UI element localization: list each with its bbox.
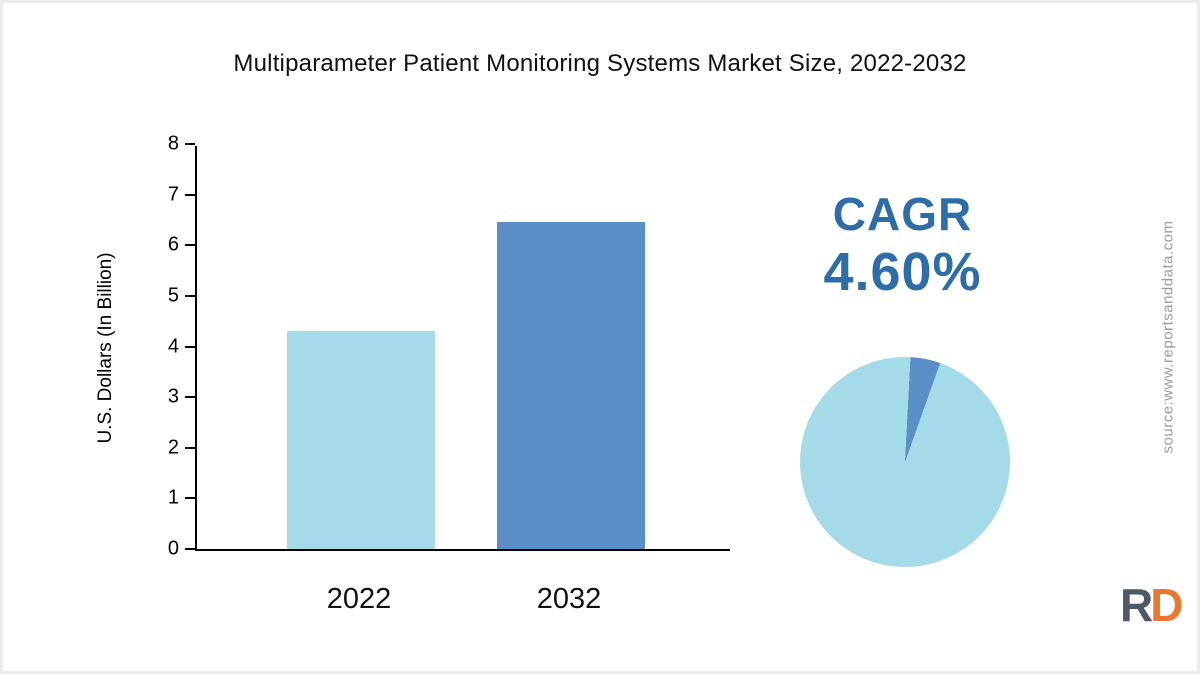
bar-2022: [287, 331, 435, 549]
y-axis-label: U.S. Dollars (In Billion): [95, 252, 116, 444]
y-tick-label: 3: [167, 385, 179, 408]
chart-title: Multiparameter Patient Monitoring System…: [233, 50, 967, 77]
y-tick-8: 8: [168, 133, 195, 155]
cagr-value: 4.60%: [823, 241, 982, 302]
x-axis-labels: 2022 2032: [195, 583, 730, 623]
y-tick-1: 1: [168, 487, 195, 509]
y-tick-4: 4: [168, 335, 195, 357]
y-tick-5: 5: [168, 284, 195, 306]
y-tick-label: 5: [167, 284, 179, 307]
y-tick-label: 0: [167, 537, 179, 560]
y-tick-label: 1: [167, 486, 179, 509]
logo-letter-d: D: [1150, 579, 1183, 631]
y-tick-2: 2: [168, 436, 195, 458]
x-label-2022: 2022: [326, 583, 392, 615]
bar-chart-plot-area: 0 1 2 3 4 5 6 7 8: [168, 133, 730, 560]
cagr-label: CAGR: [832, 188, 973, 240]
y-tick-7: 7: [168, 183, 195, 205]
y-tick-label: 7: [167, 183, 179, 206]
y-tick-6: 6: [168, 234, 195, 256]
source-text: source:www.reportsanddata.com: [1159, 220, 1177, 454]
cagr-block: CAGR 4.60%: [790, 188, 1015, 303]
y-tick-label: 8: [167, 132, 179, 155]
y-tick-3: 3: [168, 386, 195, 408]
y-tick-label: 2: [167, 436, 179, 459]
y-tick-label: 6: [167, 233, 179, 256]
x-label-2032: 2032: [536, 583, 602, 615]
y-tick-label: 4: [167, 335, 179, 357]
logo-letter-r: R: [1120, 579, 1153, 631]
bar-2032: [497, 222, 645, 549]
brand-logo: RD: [1120, 579, 1183, 631]
pie-chart: [800, 357, 1010, 567]
y-tick-0: 0: [168, 538, 195, 560]
